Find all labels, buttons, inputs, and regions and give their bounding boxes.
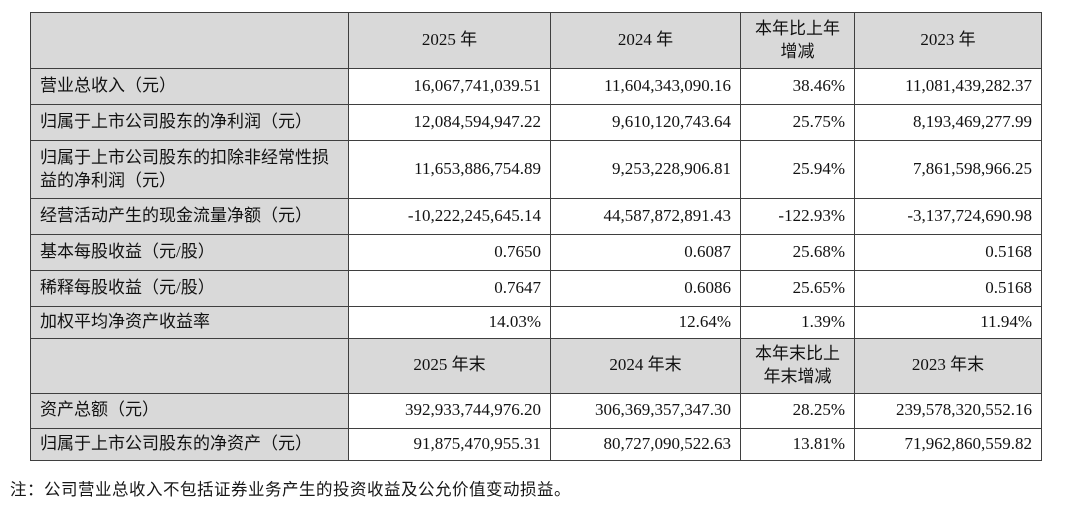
col-header-yearend-change: 本年末比上 年末增减: [740, 337, 855, 394]
cell-2023: 11,081,439,282.37: [854, 68, 1042, 105]
col-header-2025: 2025 年: [348, 12, 551, 69]
cell-2025: 11,653,886,754.89: [348, 140, 551, 199]
table-header-row-annual: 2025 年 2024 年 本年比上年 增减 2023 年: [30, 12, 1042, 69]
row-label: 加权平均净资产收益率: [30, 306, 349, 339]
cell-change: 25.68%: [740, 234, 855, 271]
cell-change: 25.75%: [740, 104, 855, 141]
cell-2025: 392,933,744,976.20: [348, 392, 551, 429]
cell-2025: 12,084,594,947.22: [348, 104, 551, 141]
cell-change: 13.81%: [740, 427, 855, 461]
cell-change: -122.93%: [740, 198, 855, 235]
cell-2024: 11,604,343,090.16: [550, 68, 741, 105]
row-label: 稀释每股收益（元/股）: [30, 270, 349, 307]
row-label: 基本每股收益（元/股）: [30, 234, 349, 271]
key-financials-table: 2025 年 2024 年 本年比上年 增减 2023 年 营业总收入（元） 1…: [30, 12, 1042, 461]
cell-2024: 0.6086: [550, 270, 741, 307]
cell-change: 28.25%: [740, 392, 855, 429]
cell-2023: 0.5168: [854, 234, 1042, 271]
cell-2024: 306,369,357,347.30: [550, 392, 741, 429]
col-header-2023-end: 2023 年末: [854, 337, 1042, 394]
cell-2024: 9,610,120,743.64: [550, 104, 741, 141]
row-label: 归属于上市公司股东的扣除非经常性损益的净利润（元）: [30, 140, 349, 199]
col-header-2024-end: 2024 年末: [550, 337, 741, 394]
table-row-total-assets: 资产总额（元） 392,933,744,976.20 306,369,357,3…: [30, 392, 1042, 429]
row-label: 经营活动产生的现金流量净额（元）: [30, 198, 349, 235]
cell-change: 25.94%: [740, 140, 855, 199]
cell-2023: 7,861,598,966.25: [854, 140, 1042, 199]
col-header-2023: 2023 年: [854, 12, 1042, 69]
cell-2025: 0.7650: [348, 234, 551, 271]
row-label: 归属于上市公司股东的净利润（元）: [30, 104, 349, 141]
table-row-operating-cash-flow: 经营活动产生的现金流量净额（元） -10,222,245,645.14 44,5…: [30, 198, 1042, 235]
col-header-2024: 2024 年: [550, 12, 741, 69]
cell-2023: -3,137,724,690.98: [854, 198, 1042, 235]
cell-change: 38.46%: [740, 68, 855, 105]
cell-2025: 16,067,741,039.51: [348, 68, 551, 105]
cell-2025: 14.03%: [348, 306, 551, 339]
cell-2023: 8,193,469,277.99: [854, 104, 1042, 141]
cell-change: 1.39%: [740, 306, 855, 339]
cell-2024: 80,727,090,522.63: [550, 427, 741, 461]
empty-corner-cell: [30, 12, 349, 69]
row-label: 归属于上市公司股东的净资产（元）: [30, 427, 349, 461]
table-row-weighted-avg-roe: 加权平均净资产收益率 14.03% 12.64% 1.39% 11.94%: [30, 306, 1042, 339]
cell-2025: -10,222,245,645.14: [348, 198, 551, 235]
cell-2023: 11.94%: [854, 306, 1042, 339]
table-row-net-assets: 归属于上市公司股东的净资产（元） 91,875,470,955.31 80,72…: [30, 427, 1042, 461]
row-label: 营业总收入（元）: [30, 68, 349, 105]
cell-2023: 71,962,860,559.82: [854, 427, 1042, 461]
footnote: 注：公司营业总收入不包括证券业务产生的投资收益及公允价值变动损益。: [10, 480, 571, 499]
table-row-total-revenue: 营业总收入（元） 16,067,741,039.51 11,604,343,09…: [30, 68, 1042, 105]
cell-2024: 44,587,872,891.43: [550, 198, 741, 235]
col-header-yoy-change: 本年比上年 增减: [740, 12, 855, 69]
cell-2024: 0.6087: [550, 234, 741, 271]
table-row-basic-eps: 基本每股收益（元/股） 0.7650 0.6087 25.68% 0.5168: [30, 234, 1042, 271]
cell-change: 25.65%: [740, 270, 855, 307]
cell-2025: 0.7647: [348, 270, 551, 307]
cell-2023: 0.5168: [854, 270, 1042, 307]
table-header-row-yearend: 2025 年末 2024 年末 本年末比上 年末增减 2023 年末: [30, 337, 1042, 394]
row-label: 资产总额（元）: [30, 392, 349, 429]
cell-2024: 9,253,228,906.81: [550, 140, 741, 199]
table-row-diluted-eps: 稀释每股收益（元/股） 0.7647 0.6086 25.65% 0.5168: [30, 270, 1042, 307]
empty-corner-cell: [30, 337, 349, 394]
col-header-2025-end: 2025 年末: [348, 337, 551, 394]
cell-2024: 12.64%: [550, 306, 741, 339]
table-row-net-profit: 归属于上市公司股东的净利润（元） 12,084,594,947.22 9,610…: [30, 104, 1042, 141]
cell-2023: 239,578,320,552.16: [854, 392, 1042, 429]
cell-2025: 91,875,470,955.31: [348, 427, 551, 461]
table-row-net-profit-excl-nonrecurring: 归属于上市公司股东的扣除非经常性损益的净利润（元） 11,653,886,754…: [30, 140, 1042, 199]
